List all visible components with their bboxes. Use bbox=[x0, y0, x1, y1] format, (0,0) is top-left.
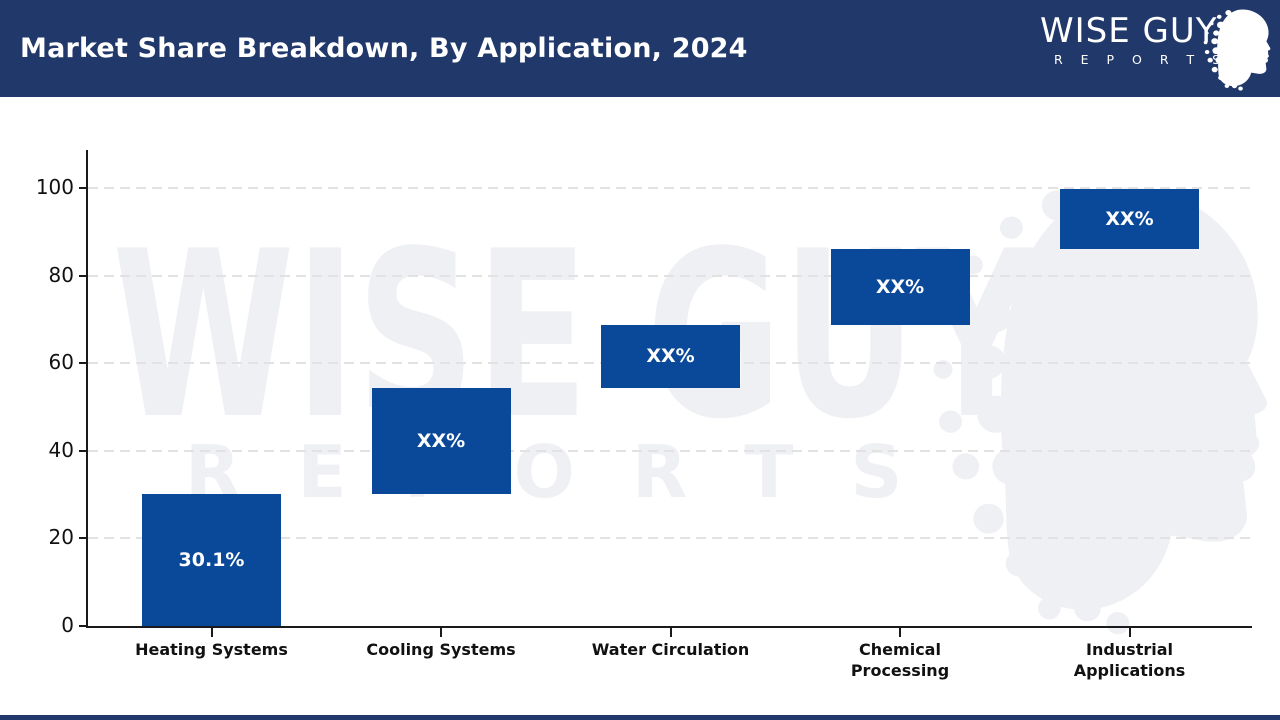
gridline bbox=[88, 537, 1252, 540]
logo-subtitle: R E P O R T S bbox=[1054, 52, 1228, 67]
gridline bbox=[88, 274, 1252, 277]
x-axis-tick bbox=[899, 628, 901, 637]
gridline bbox=[88, 449, 1252, 452]
bar-value-label: 30.1% bbox=[178, 549, 245, 572]
bar-cooling-systems: XX% bbox=[371, 387, 511, 495]
y-axis-tick bbox=[79, 537, 88, 540]
y-axis-tick-label: 80 bbox=[48, 262, 74, 287]
dotted-face-profile-icon bbox=[1203, 9, 1271, 91]
category-label-water-circulation: Water Circulation bbox=[591, 640, 750, 659]
category-label-chemical-processing: Chemical Processing bbox=[850, 640, 950, 680]
bar-industrial-applications: XX% bbox=[1060, 188, 1199, 250]
y-axis-tick-label: 40 bbox=[48, 437, 74, 462]
y-axis-tick bbox=[79, 449, 88, 452]
category-label-industrial-applications: Industrial Applications bbox=[1073, 640, 1186, 680]
bar-value-label: XX% bbox=[875, 275, 925, 298]
y-axis-tick-label: 0 bbox=[61, 613, 74, 637]
y-axis-tick bbox=[79, 274, 88, 277]
y-axis-tick-label: 100 bbox=[35, 175, 74, 199]
watermark-subtitle: R E P O R T S bbox=[185, 430, 919, 514]
y-axis-tick-label: 60 bbox=[48, 350, 74, 375]
wise-guy-reports-logo: WISE GUY R E P O R T S bbox=[1040, 9, 1280, 94]
bar-value-label: XX% bbox=[416, 429, 466, 452]
category-label-cooling-systems: Cooling Systems bbox=[366, 640, 516, 659]
page-title: Market Share Breakdown, By Application, … bbox=[20, 33, 748, 64]
gridline bbox=[88, 187, 1252, 189]
bar-value-label: XX% bbox=[1105, 208, 1154, 231]
bar-heating-systems: 30.1% bbox=[142, 494, 281, 626]
y-axis-tick bbox=[79, 625, 88, 627]
y-axis-tick-label: 20 bbox=[48, 525, 74, 550]
x-axis-tick bbox=[669, 628, 672, 637]
x-axis-tick bbox=[440, 628, 442, 637]
bar-chemical-processing: XX% bbox=[830, 249, 970, 325]
x-axis-line bbox=[86, 626, 1252, 628]
x-axis-tick bbox=[210, 628, 213, 637]
header-bar: Market Share Breakdown, By Application, … bbox=[0, 0, 1280, 97]
y-axis-tick bbox=[79, 187, 88, 189]
footer-strip bbox=[0, 715, 1280, 720]
bar-value-label: XX% bbox=[646, 345, 695, 368]
x-axis-tick bbox=[1128, 628, 1131, 637]
bar-water-circulation: XX% bbox=[601, 324, 740, 388]
y-axis-tick bbox=[79, 362, 88, 365]
logo-wordmark: WISE GUY bbox=[1040, 11, 1218, 51]
category-label-heating-systems: Heating Systems bbox=[135, 640, 288, 659]
y-axis-line bbox=[86, 150, 88, 628]
